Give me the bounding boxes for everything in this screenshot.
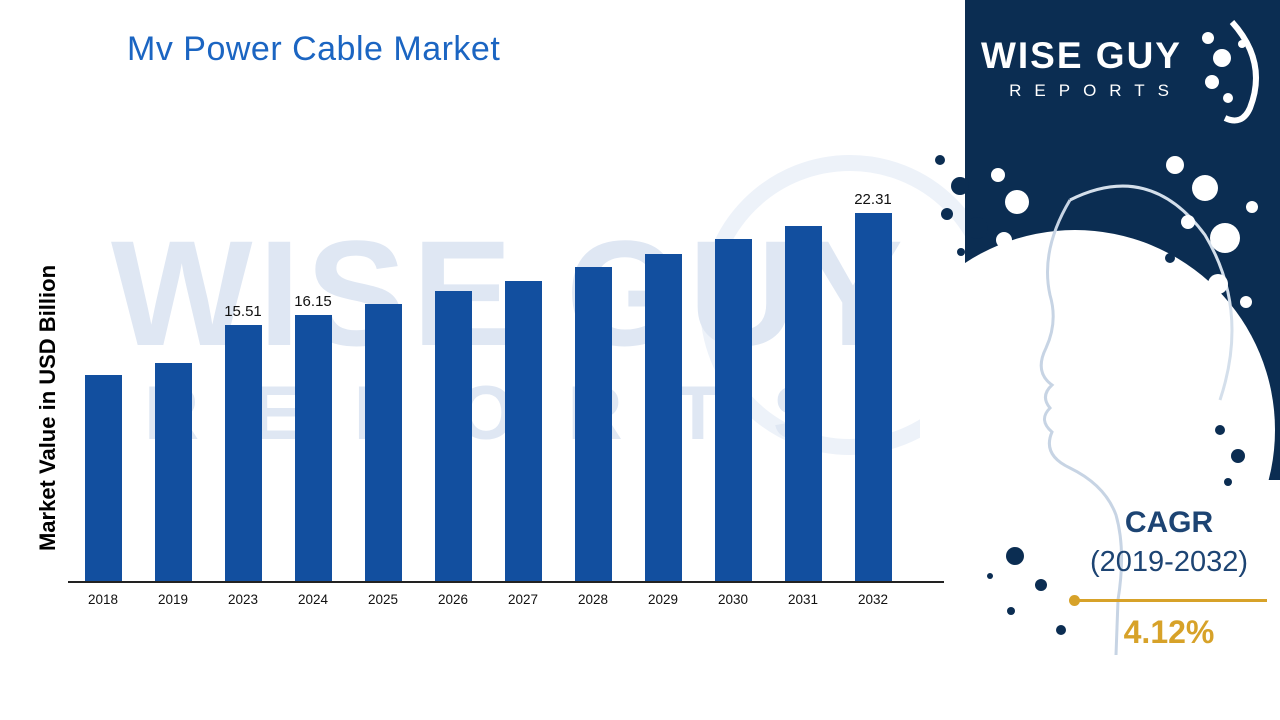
x-axis-tick-label: 2030	[717, 592, 749, 607]
bar-group	[558, 267, 628, 581]
brand-logo-subtitle: REPORTS	[1009, 80, 1182, 100]
bar-group: 22.31	[838, 191, 908, 581]
brand-logo-name: WISE GUY	[980, 35, 1182, 76]
bar-group	[138, 363, 208, 581]
bar	[154, 363, 192, 581]
x-axis-tick-label: 2032	[857, 592, 889, 607]
bar-group: 15.51	[208, 303, 278, 581]
bar	[504, 281, 542, 581]
cagr-value: 4.12%	[1123, 614, 1215, 650]
x-axis-tick-label: 2025	[367, 592, 399, 607]
bar-group	[698, 239, 768, 581]
bar	[644, 254, 682, 581]
x-axis-tick-label: 2029	[647, 592, 679, 607]
bar-group	[628, 254, 698, 581]
bar-group	[768, 226, 838, 581]
x-axis-tick-label: 2024	[297, 592, 329, 607]
bar	[364, 304, 402, 581]
cagr-divider-line	[1069, 595, 1267, 606]
bars-row: 15.51 16.15 22.31	[68, 150, 944, 583]
bar	[854, 213, 892, 581]
navy-dots-decoration	[935, 155, 1245, 635]
cagr-range: (2019-2032)	[1090, 546, 1248, 578]
x-axis-tick-label: 2031	[787, 592, 819, 607]
x-axis-tick-label: 2023	[227, 592, 259, 607]
bar-value-label: 15.51	[224, 303, 262, 320]
years-row: 2018 2019 2023 2024 2025 2026 2027 2028 2029 2030…	[68, 592, 944, 607]
bar-group	[348, 304, 418, 581]
brand-logo: WISE GUY REPORTS	[980, 35, 1182, 101]
bar-group	[488, 281, 558, 581]
bar-group: 16.15	[278, 293, 348, 581]
bar	[294, 315, 332, 581]
bar	[434, 291, 472, 581]
bar-group	[418, 291, 488, 581]
bar-group	[68, 375, 138, 581]
y-axis-label: Market Value in USD Billion	[35, 264, 60, 552]
face-circle	[920, 230, 1275, 630]
x-axis-tick-label: 2019	[157, 592, 189, 607]
bar-chart: 15.51 16.15 22.31 2018 2019 2023 2024 2025 2026…	[68, 150, 944, 607]
white-dots-decoration	[991, 156, 1258, 308]
head-outline-line	[1069, 184, 1234, 401]
x-axis-tick-label: 2028	[577, 592, 609, 607]
x-axis-tick-label: 2026	[437, 592, 469, 607]
x-axis-tick-label: 2018	[87, 592, 119, 607]
page-title: Mv Power Cable Market	[127, 30, 501, 68]
cagr-label: CAGR	[1124, 506, 1214, 539]
bar	[224, 325, 262, 581]
x-axis-tick-label: 2027	[507, 592, 539, 607]
bar	[574, 267, 612, 581]
bar	[784, 226, 822, 581]
bar-value-label: 16.15	[294, 293, 332, 310]
cagr-block: CAGR (2019-2032) 4.12%	[1064, 506, 1274, 651]
brand-panel-graphic	[920, 0, 1280, 656]
bar	[714, 239, 752, 581]
bar-value-label: 22.31	[854, 191, 892, 208]
bar	[84, 375, 122, 581]
logo-face-icon	[1202, 19, 1259, 124]
face-profile-line	[1039, 199, 1124, 656]
